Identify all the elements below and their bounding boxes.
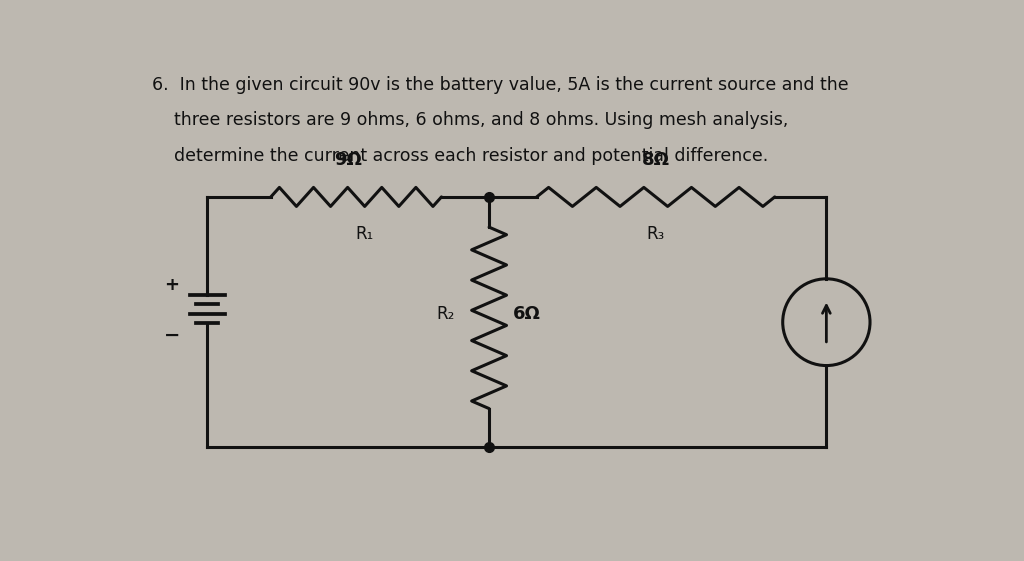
Text: −: − (164, 327, 180, 346)
Text: 6.  In the given circuit 90v is the battery value, 5A is the current source and : 6. In the given circuit 90v is the batte… (152, 76, 849, 94)
Text: 9Ω: 9Ω (334, 151, 362, 169)
Text: three resistors are 9 ohms, 6 ohms, and 8 ohms. Using mesh analysis,: three resistors are 9 ohms, 6 ohms, and … (152, 112, 788, 130)
Text: +: + (164, 277, 179, 295)
Text: 8Ω: 8Ω (642, 151, 670, 169)
Text: R₃: R₃ (646, 225, 665, 243)
Text: 6Ω: 6Ω (513, 305, 541, 323)
Text: R₁: R₁ (355, 225, 373, 243)
Text: determine the current across each resistor and potential difference.: determine the current across each resist… (152, 147, 768, 165)
Text: R₂: R₂ (436, 305, 455, 323)
